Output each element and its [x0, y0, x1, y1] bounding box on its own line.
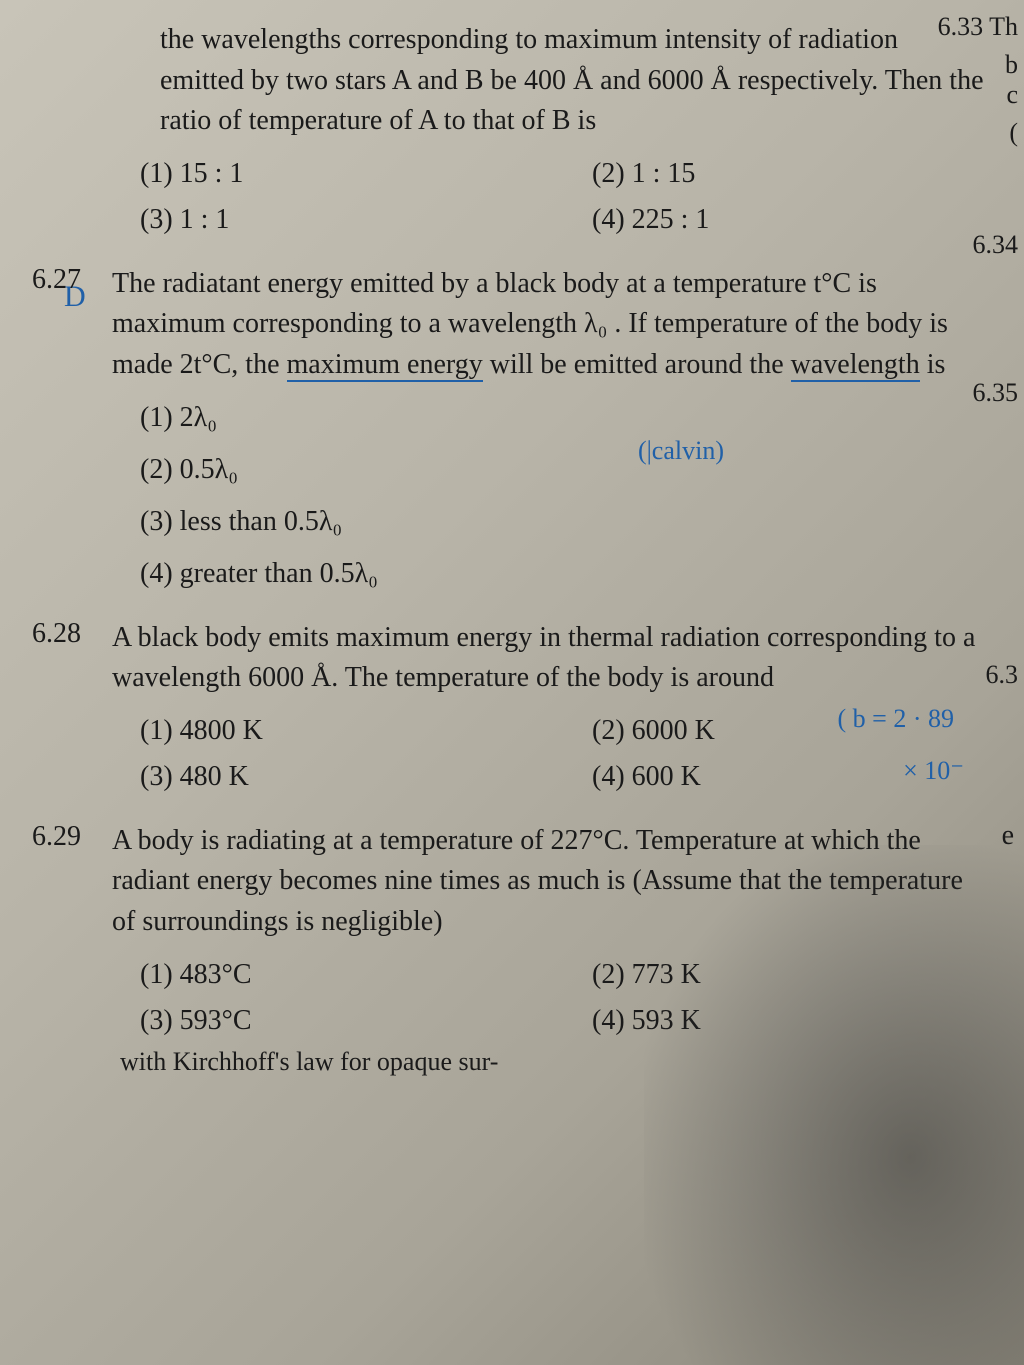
question-627: 6.27 The radiatant energy emitted by a b…	[40, 264, 984, 590]
handwritten-kalvin: (|calvin)	[638, 436, 724, 466]
margin-ref-3: c	[1006, 80, 1018, 110]
margin-ref-4: (	[1009, 118, 1018, 148]
handwritten-x10: × 10⁻	[903, 756, 964, 786]
question-partial-options: (1) 15 : 1 (2) 1 : 15 (3) 1 : 1 (4) 225 …	[40, 158, 984, 236]
question-627-options: (1) 2λ₀ (2) 0.5λ₀ (3) less than 0.5λ₀ (4…	[40, 402, 984, 590]
question-628-text: A black body emits maximum energy in the…	[40, 618, 984, 699]
bottom-cut-text: with Kirchhoff's law for opaque sur-	[120, 1047, 498, 1077]
option-3: (3) 593°C	[140, 1005, 532, 1037]
option-3: (3) 480 K	[140, 761, 532, 793]
margin-ref-7: 6.3	[986, 660, 1019, 690]
right-letter-e: e	[1002, 820, 1014, 852]
option-2: (2) 0.5λ₀	[140, 454, 984, 486]
question-629: 6.29 A body is radiating at a temperatur…	[40, 821, 984, 1037]
option-4: (4) 225 : 1	[592, 204, 984, 236]
question-629-text: A body is radiating at a temperature of …	[40, 821, 984, 943]
option-1: (1) 483°C	[140, 959, 532, 991]
margin-ref-2: b	[1005, 50, 1018, 80]
q627-text-3: is	[920, 349, 946, 380]
option-1: (1) 4800 K	[140, 715, 532, 747]
page-content: 6.33 Th b c ( 6.34 6.35 6.3 the waveleng…	[0, 0, 1024, 1085]
option-2: (2) 1 : 15	[592, 158, 984, 190]
question-number: 6.28	[32, 618, 81, 650]
option-2: (2) 773 K	[592, 959, 984, 991]
option-4: (4) 593 K	[592, 1005, 984, 1037]
option-1: (1) 2λ₀	[140, 402, 984, 434]
question-number: 6.29	[32, 821, 81, 853]
option-1: (1) 15 : 1	[140, 158, 532, 190]
q627-text-2: will be emitted around the	[483, 349, 791, 380]
question-number: 6.27	[32, 264, 81, 296]
q627-underlined-1: maximum energy	[287, 349, 483, 382]
question-628: 6.28 A black body emits maximum energy i…	[40, 618, 984, 793]
option-4: (4) greater than 0.5λ₀	[140, 558, 984, 590]
question-629-options: (1) 483°C (2) 773 K (3) 593°C (4) 593 K	[40, 959, 984, 1037]
question-partial: the wavelengths corresponding to maximum…	[40, 20, 984, 236]
option-3: (3) less than 0.5λ₀	[140, 506, 984, 538]
option-3: (3) 1 : 1	[140, 204, 532, 236]
question-partial-text: the wavelengths corresponding to maximum…	[40, 20, 984, 142]
handwritten-b-const: ( b = 2 · 89	[838, 704, 954, 734]
question-627-text: The radiatant energy emitted by a black …	[40, 264, 984, 386]
q627-underlined-2: wavelength	[791, 349, 920, 382]
